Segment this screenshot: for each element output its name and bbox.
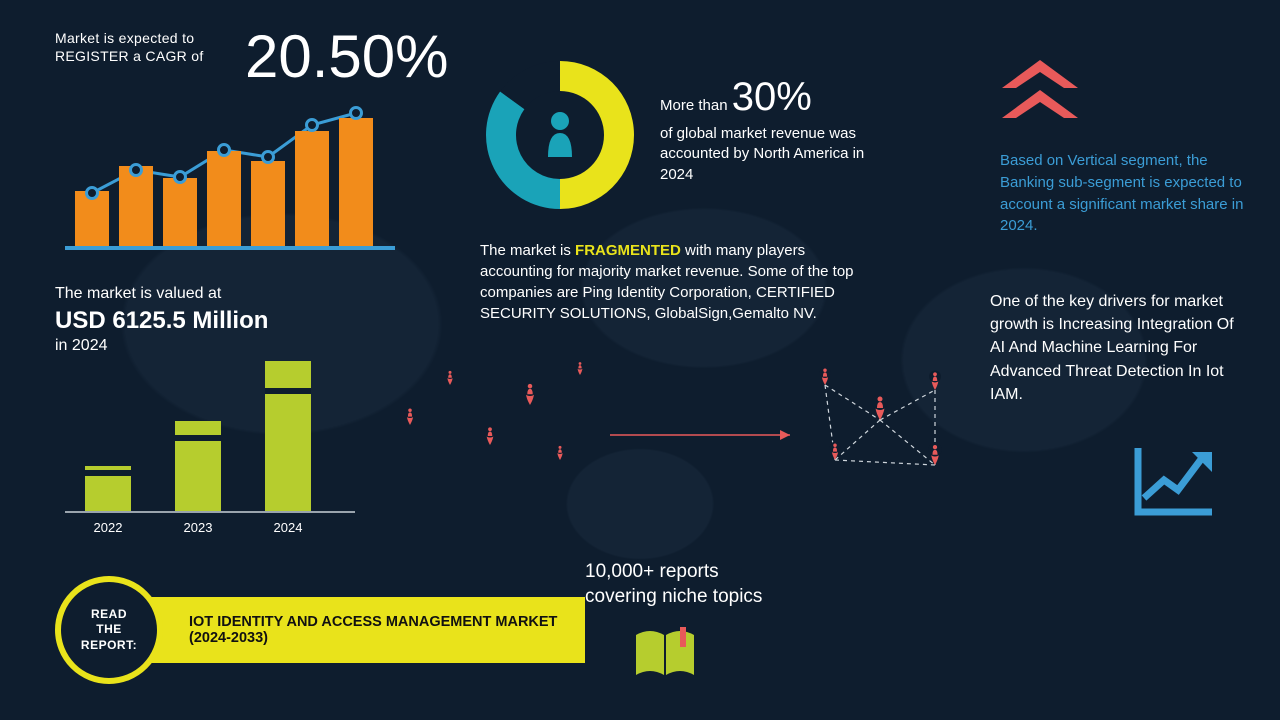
valuation-chart: 2022 2023 2024	[65, 360, 355, 535]
combo-bar	[119, 166, 153, 246]
combo-bar	[163, 178, 197, 246]
frag-highlight: FRAGMENTED	[575, 242, 681, 259]
cagr-lead: Market is expected to REGISTER a CAGR of	[55, 30, 204, 65]
donut-prefix: More than	[660, 97, 732, 114]
cagr-lead-l1: Market is expected to	[55, 30, 194, 46]
chevron-top	[1002, 60, 1078, 88]
cagr-lead-l2: REGISTER a CAGR of	[55, 48, 204, 64]
combo-bar	[251, 161, 285, 246]
growth-svg	[1130, 440, 1220, 520]
chevron-bottom	[1002, 90, 1078, 118]
growth-line	[1144, 458, 1202, 498]
combo-dot	[217, 143, 231, 157]
combo-dot	[85, 186, 99, 200]
book-svg	[630, 625, 700, 685]
report-title-bar: IOT IDENTITY AND ACCESS MANAGEMENT MARKE…	[109, 597, 585, 663]
valuation-value: USD 6125.5 Million	[55, 307, 268, 335]
combo-bar	[339, 118, 373, 246]
valuation-axis	[65, 511, 355, 513]
pins-svg	[380, 365, 960, 515]
reports-stat: 10,000+ reports covering niche topics	[585, 560, 762, 609]
combo-chart	[65, 95, 395, 250]
cagr-value: 20.50%	[245, 22, 449, 91]
book-icon	[630, 625, 700, 690]
valuation-bar-label: 2023	[184, 520, 213, 535]
combo-dot	[349, 106, 363, 120]
valuation-bar-label: 2024	[274, 520, 303, 535]
donut-pct: 30%	[732, 75, 812, 119]
vertical-segment-text: Based on Vertical segment, the Banking s…	[1000, 150, 1250, 237]
combo-bar	[295, 131, 329, 246]
combo-dot	[261, 150, 275, 164]
combo-dot	[305, 118, 319, 132]
report-title: IOT IDENTITY AND ACCESS MANAGEMENT MARKE…	[189, 614, 585, 646]
combo-dot	[173, 170, 187, 184]
donut-chart	[480, 55, 640, 220]
valuation-block: The market is valued at USD 6125.5 Milli…	[55, 285, 268, 355]
valuation-l3: in 2024	[55, 337, 268, 355]
valuation-bar-label: 2022	[94, 520, 123, 535]
fragmented-paragraph: The market is FRAGMENTED with many playe…	[480, 240, 860, 324]
combo-bar	[207, 151, 241, 246]
pins-region	[380, 365, 960, 515]
reports-l2: covering niche topics	[585, 586, 762, 607]
donut-svg	[480, 55, 640, 215]
chevron-svg	[1000, 60, 1080, 140]
valuation-bar	[265, 361, 311, 511]
growth-icon	[1130, 440, 1220, 525]
driver-text: One of the key drivers for market growth…	[990, 290, 1250, 406]
combo-dot	[129, 163, 143, 177]
read-report-label: READTHEREPORT:	[81, 607, 137, 654]
bookmark-icon	[680, 627, 686, 647]
cagr-block: Market is expected to REGISTER a CAGR of…	[55, 30, 204, 65]
donut-text: More than 30% of global market revenue w…	[660, 70, 870, 185]
read-report: IOT IDENTITY AND ACCESS MANAGEMENT MARKE…	[55, 585, 585, 675]
read-report-circle: READTHEREPORT:	[55, 576, 163, 684]
frag-pre: The market is	[480, 242, 575, 259]
donut-rest: of global market revenue was accounted b…	[660, 125, 864, 183]
reports-l1: 10,000+ reports	[585, 561, 719, 582]
valuation-l1: The market is valued at	[55, 285, 268, 303]
chevron-icon	[1000, 60, 1080, 145]
